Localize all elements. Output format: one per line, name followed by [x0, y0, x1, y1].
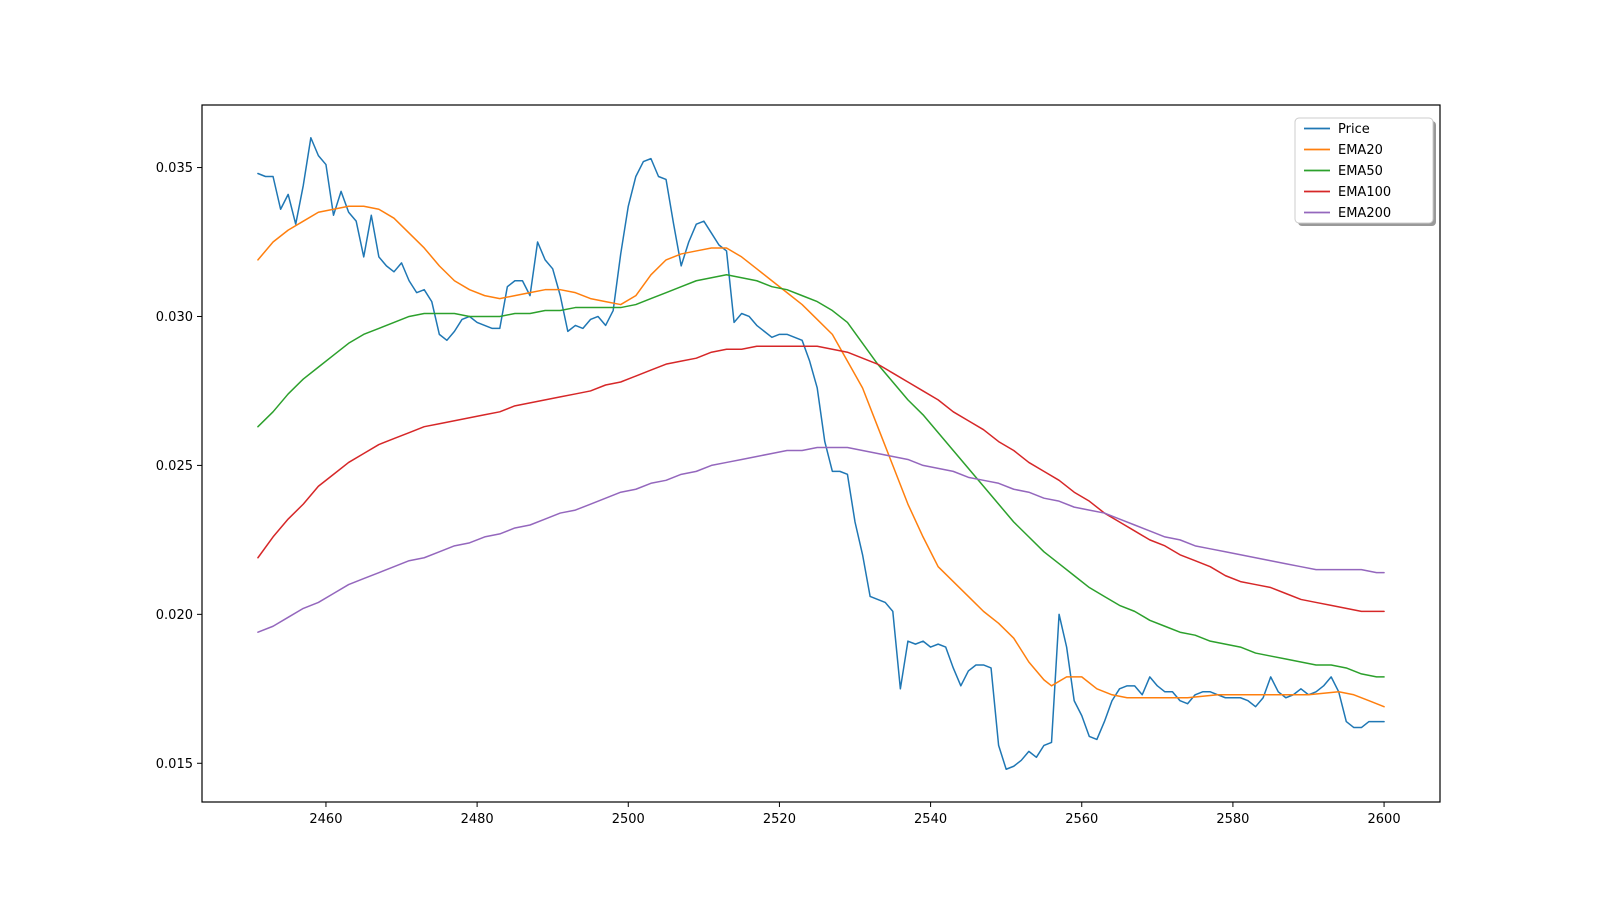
x-tick-label: 2600	[1368, 812, 1401, 827]
legend-box	[1294, 117, 1434, 224]
legend-label-ema20: EMA20	[1338, 143, 1383, 158]
series-line-price	[257, 137, 1385, 770]
series-line-ema100	[257, 345, 1385, 613]
series-line-ema50	[257, 274, 1385, 678]
legend-label-ema100: EMA100	[1338, 185, 1391, 200]
plot-border	[201, 104, 1441, 803]
y-tick-label: 0.025	[156, 459, 193, 474]
x-tick-label: 2500	[612, 812, 645, 827]
y-tick-label: 0.015	[156, 757, 193, 772]
legend-label-ema200: EMA200	[1338, 206, 1391, 221]
y-tick-label: 0.035	[156, 161, 193, 176]
x-tick-label: 2520	[763, 812, 796, 827]
x-tick-label: 2580	[1216, 812, 1249, 827]
x-tick-label: 2480	[461, 812, 494, 827]
legend-label-ema50: EMA50	[1338, 164, 1383, 179]
x-tick-label: 2460	[309, 812, 342, 827]
x-tick-label: 2540	[914, 812, 947, 827]
y-tick-label: 0.030	[156, 310, 193, 325]
x-tick-label: 2560	[1065, 812, 1098, 827]
legend-label-price: Price	[1338, 122, 1370, 137]
y-tick-label: 0.020	[156, 608, 193, 623]
series-line-ema200	[257, 446, 1385, 633]
series-line-ema20	[257, 205, 1385, 708]
